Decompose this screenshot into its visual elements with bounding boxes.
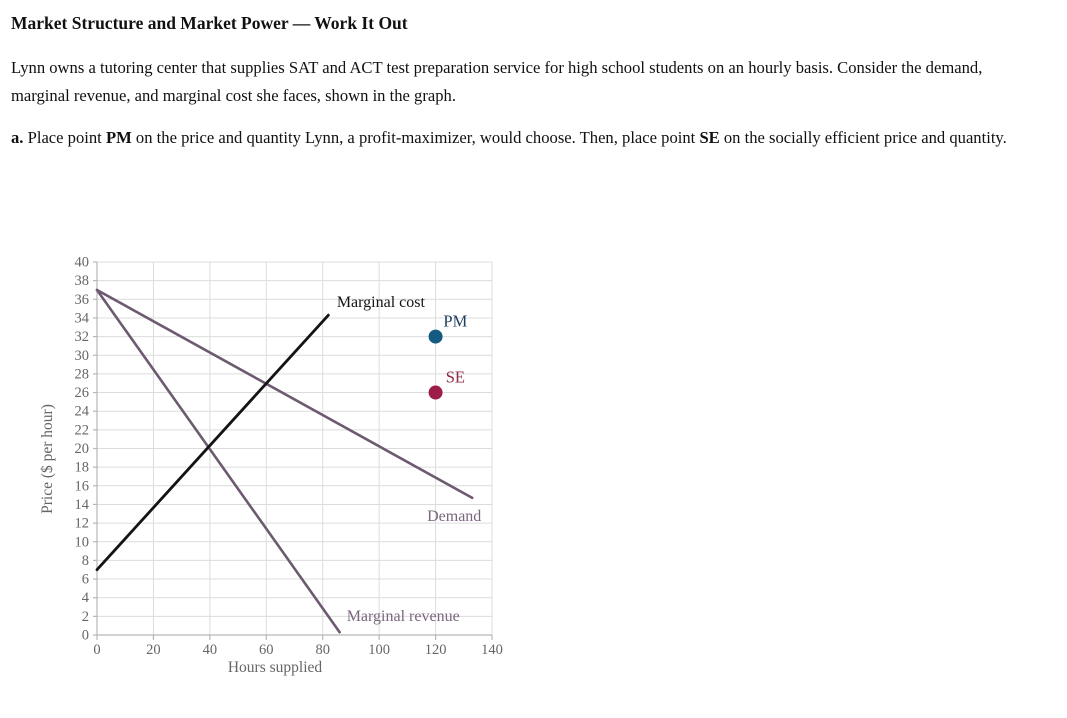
y-tick-label: 20: [75, 441, 90, 457]
x-tick-label: 100: [368, 642, 390, 658]
y-tick-label: 0: [82, 628, 89, 644]
y-tick-label: 28: [75, 366, 90, 382]
point-se-dot[interactable]: [428, 385, 443, 400]
y-tick-label: 22: [75, 422, 90, 438]
bold-text-run: PM: [105, 128, 132, 147]
y-tick-label: 26: [75, 385, 90, 401]
price-quantity-chart: 0 20 40 60 80 100 120 1400246810121416182022242…: [39, 255, 503, 677]
y-tick-label: 10: [75, 534, 90, 550]
y-tick-label: 30: [75, 348, 90, 364]
text-run: on the price and quantity Lynn, a profit…: [131, 128, 700, 147]
exercise-page: Market Structure and Market Power — Work…: [11, 13, 1056, 683]
marginal-revenue-line: [95, 288, 341, 634]
y-tick-label: 12: [75, 516, 90, 532]
y-axis-title: Price ($ per hour): [39, 404, 56, 514]
demand-label: Demand: [427, 508, 481, 525]
y-tick-label: 16: [75, 478, 90, 494]
point-se-label: SE: [446, 367, 465, 386]
demand-line: [95, 288, 474, 500]
y-tick-label: 40: [75, 255, 90, 271]
y-tick-label: 38: [75, 273, 90, 289]
y-tick-label: 4: [82, 590, 90, 606]
y-tick-label: 36: [75, 292, 90, 308]
x-axis-title: Hours supplied: [228, 659, 323, 676]
text-run: on the socially efficient price and quan…: [719, 128, 1007, 147]
y-tick-label: 14: [75, 497, 90, 513]
y-tick-label: 6: [82, 572, 89, 588]
marginal-cost-line: [95, 313, 330, 572]
text-run: Place point: [23, 128, 106, 147]
chart-container: 0 20 40 60 80 100 120 140 0 2 4 6 8 10 12 14 16 18 20 22 24 2…: [39, 254, 1056, 683]
y-tick-label: 32: [75, 329, 90, 345]
y-tick-label: 2: [82, 609, 89, 625]
page-title: Market Structure and Market Power — Work…: [11, 13, 408, 33]
x-tick-label: 80: [315, 642, 330, 658]
x-tick-label: 40: [203, 642, 218, 658]
y-tick-label: 8: [82, 553, 89, 569]
part-a-paragraph: a. Place point PM on the price and quant…: [11, 124, 1043, 152]
y-tick-label: 34: [75, 310, 90, 326]
point-pm-dot[interactable]: [428, 329, 443, 344]
marginal-revenue-label: Marginal revenue: [347, 608, 460, 625]
bold-text-run: a.: [11, 128, 24, 147]
bold-text-run: SE: [699, 128, 720, 147]
x-tick-label: 60: [259, 642, 274, 658]
y-tick-label: 24: [75, 404, 90, 420]
point-pm-label: PM: [443, 311, 467, 330]
x-tick-label: 120: [425, 642, 447, 658]
intro-paragraph: Lynn owns a tutoring center that supplie…: [11, 58, 983, 105]
x-tick-label: 140: [481, 642, 503, 658]
x-tick-label: 20: [146, 642, 161, 658]
marginal-cost-label: Marginal cost: [337, 294, 426, 311]
y-tick-label: 18: [75, 460, 90, 476]
x-tick-label: 0: [93, 642, 100, 658]
